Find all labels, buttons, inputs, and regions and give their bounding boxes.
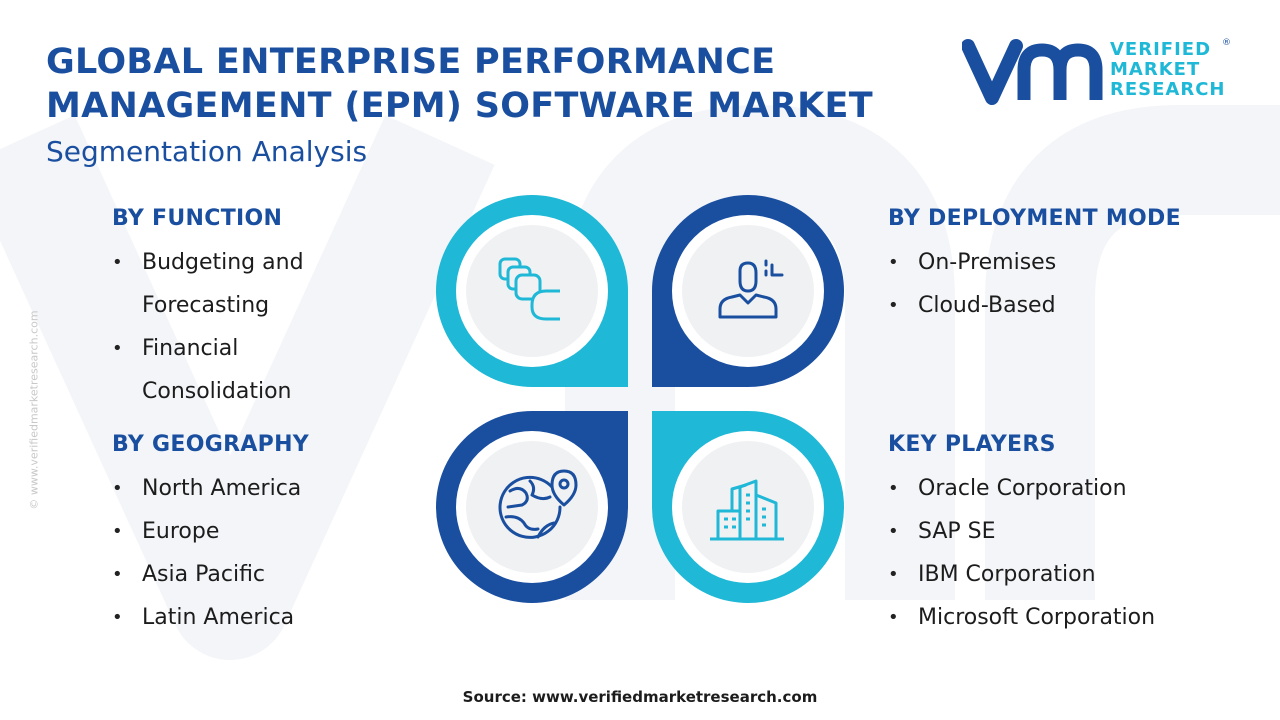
list-item: IBM Corporation [888,553,1218,596]
list-item: SAP SE [888,510,1218,553]
segment-heading: BY GEOGRAPHY [112,432,310,457]
page-title: GLOBAL ENTERPRISE PERFORMANCE MANAGEMENT… [46,40,873,128]
segment-by-deployment-mode: BY DEPLOYMENT MODE On-Premises Cloud-Bas… [888,206,1218,327]
logo-wordmark: VERIFIED MARKET RESEARCH [1110,40,1250,100]
petal-bottom-right [652,411,844,603]
logo-line-1: VERIFIED [1110,39,1212,60]
list-item: Latin America [112,596,392,639]
title-line-2: MANAGEMENT (EPM) SOFTWARE MARKET [46,86,873,126]
segment-list: On-Premises Cloud-Based [888,241,1218,327]
list-item: Asia Pacific [112,553,392,596]
page-subtitle: Segmentation Analysis [46,135,368,168]
segment-heading: BY FUNCTION [112,206,283,231]
registered-mark: ® [1222,38,1231,48]
segment-heading: BY DEPLOYMENT MODE [888,206,1181,231]
list-item: Oracle Corporation [888,467,1218,510]
list-item: Cloud-Based [888,284,1218,327]
segmentation-quadrant-graphic [436,195,844,603]
segment-heading: KEY PLAYERS [888,432,1056,457]
globe-location-icon [498,469,578,539]
list-item: Microsoft Corporation [888,596,1218,639]
segment-by-function: BY FUNCTION Budgeting and Forecasting Fi… [112,206,362,413]
segment-list: North America Europe Asia Pacific Latin … [112,467,392,639]
list-item: On-Premises [888,241,1218,284]
vmr-logo-mark [962,39,1103,105]
segment-by-geography: BY GEOGRAPHY North America Europe Asia P… [112,432,392,639]
list-item: Financial Consolidation [112,327,362,413]
logo-line-3: RESEARCH [1110,79,1226,100]
title-line-1: GLOBAL ENTERPRISE PERFORMANCE [46,42,776,82]
list-item: Budgeting and Forecasting [112,241,362,327]
segment-list: Budgeting and Forecasting Financial Cons… [112,241,362,413]
list-item: Europe [112,510,392,553]
petal-bottom-left [436,411,628,603]
side-credit: © www.verifiedmarketresearch.com [27,310,41,510]
source-credit: Source: www.verifiedmarketresearch.com [462,688,818,706]
buildings-icon [710,479,784,541]
stacked-layers-icon [498,257,560,321]
list-item: North America [112,467,392,510]
segment-key-players: KEY PLAYERS Oracle Corporation SAP SE IB… [888,432,1218,639]
logo-line-2: MARKET [1110,59,1201,80]
user-settings-icon [718,259,784,319]
segment-list: Oracle Corporation SAP SE IBM Corporatio… [888,467,1218,639]
